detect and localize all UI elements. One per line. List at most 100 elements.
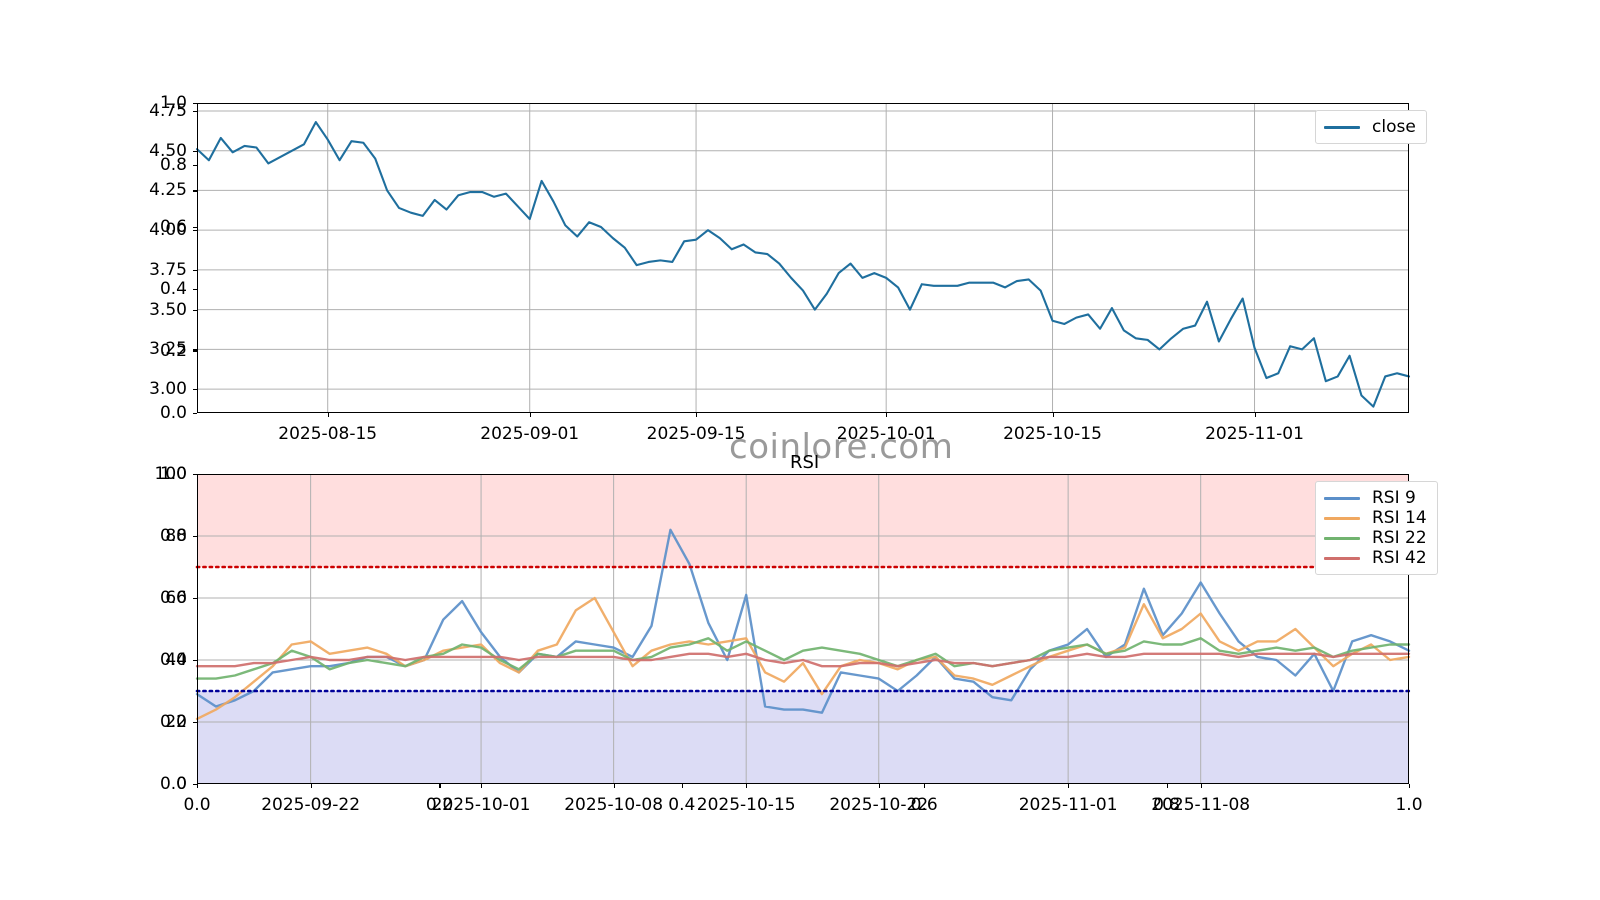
price-y-tick — [193, 389, 197, 391]
price-x-tick-label: 2025-09-15 — [646, 424, 746, 444]
price-x-tick-label: 2025-09-01 — [480, 424, 580, 444]
legend-item-label: RSI 14 — [1372, 507, 1427, 528]
price-overlay-y-tick-label: 1.0 — [159, 93, 187, 113]
price-chart-axes — [195, 103, 1411, 414]
rsi-axis-top-spine — [197, 474, 1409, 476]
legend-item-rsi-42[interactable]: RSI 42 — [1324, 548, 1427, 568]
price-overlay-y-tick — [193, 165, 197, 167]
rsi-y-tick-label: 80 — [165, 526, 187, 546]
rsi-overlay-y-tick — [193, 784, 197, 786]
rsi-overlay-x-tick — [439, 784, 441, 788]
price-overlay-y-tick-label: 0.4 — [159, 279, 187, 299]
legend-line-swatch-icon — [1324, 516, 1360, 520]
legend-item-rsi-22[interactable]: RSI 22 — [1324, 528, 1427, 548]
price-x-tick — [886, 413, 888, 417]
rsi-overlay-x-tick-label: 0.4 — [668, 795, 696, 815]
rsi-overlay-x-tick — [1409, 784, 1411, 788]
rsi-overlay-x-tick-label: 0.2 — [425, 795, 453, 815]
rsi-overlay-y-tick-label: 1.0 — [159, 464, 187, 484]
price-y-tick — [193, 110, 197, 113]
price-axis-bottom-spine — [197, 412, 1409, 414]
legend-item-label: close — [1372, 116, 1416, 137]
rsi-x-tick-label: 2025-10-08 — [564, 795, 664, 815]
rsi-x-tick-label: 2025-09-22 — [261, 795, 361, 815]
price-x-tick — [327, 413, 329, 417]
legend-item-label: RSI 22 — [1372, 527, 1427, 548]
legend-line-swatch-icon — [1324, 496, 1360, 500]
rsi-overlay-x-tick — [1166, 784, 1168, 788]
legend-line-swatch-icon — [1324, 536, 1360, 540]
rsi-overlay-x-tick — [197, 784, 199, 788]
price-axis-top-spine — [197, 103, 1409, 105]
rsi-y-tick-label: 40 — [165, 650, 187, 670]
rsi-x-tick — [746, 784, 748, 788]
price-overlay-y-tick — [193, 289, 197, 291]
rsi-overlay-y-tick-label: 0.6 — [159, 588, 187, 608]
rsi-y-tick-label: 100 — [154, 464, 187, 484]
price-x-tick-label: 2025-10-15 — [1003, 424, 1102, 444]
price-chart-legend[interactable]: close — [1315, 110, 1427, 144]
rsi-axis-left-spine — [197, 474, 199, 784]
price-y-tick-label: 4.25 — [149, 180, 187, 201]
price-y-tick-label: 3.25 — [149, 339, 187, 360]
price-overlay-y-tick — [193, 103, 197, 105]
legend-item-rsi-9[interactable]: RSI 9 — [1324, 488, 1427, 508]
rsi-x-tick — [878, 784, 880, 788]
rsi-axis-right-spine — [1408, 474, 1410, 784]
price-y-tick — [193, 150, 197, 152]
price-x-tick — [696, 413, 698, 417]
price-y-tick-label: 3.00 — [149, 379, 187, 400]
price-y-tick-label: 4.50 — [149, 140, 187, 161]
rsi-overlay-x-tick — [924, 784, 926, 788]
price-overlay-y-tick-label: 0.0 — [159, 403, 187, 423]
rsi-overlay-y-tick-label: 0.2 — [159, 712, 187, 732]
price-x-tick-label: 2025-11-01 — [1205, 424, 1304, 444]
price-overlay-y-tick — [193, 227, 197, 229]
price-y-tick — [193, 230, 197, 232]
price-plot-svg — [195, 103, 1411, 413]
price-x-tick-label: 2025-08-15 — [278, 424, 378, 444]
price-overlay-y-tick-label: 0.2 — [159, 341, 187, 361]
price-plot-background — [197, 103, 1409, 413]
rsi-x-tick-label: 2025-10-01 — [431, 795, 531, 815]
price-x-tick — [529, 413, 531, 417]
legend-line-swatch-icon — [1324, 125, 1360, 129]
legend-item-close[interactable]: close — [1324, 117, 1416, 137]
rsi-x-tick-label: 2025-10-15 — [696, 795, 796, 815]
rsi-x-tick — [1068, 784, 1070, 788]
rsi-y-tick-label: 60 — [165, 588, 187, 608]
rsi-x-tick — [310, 784, 312, 788]
price-y-tick-label: 3.75 — [149, 259, 187, 280]
rsi-overlay-x-tick-label: 0.6 — [910, 795, 938, 815]
legend-item-rsi-14[interactable]: RSI 14 — [1324, 508, 1427, 528]
legend-item-label: RSI 42 — [1372, 547, 1427, 568]
rsi-overlay-x-tick-label: 1.0 — [1395, 795, 1423, 815]
rsi-chart-legend[interactable]: RSI 9 RSI 14 RSI 22 RSI 42 — [1315, 481, 1438, 575]
rsi-y-tick-label: 20 — [165, 712, 187, 732]
rsi-x-tick — [1200, 784, 1202, 788]
price-x-tick — [1052, 413, 1054, 417]
price-y-tick-label: 3.50 — [149, 299, 187, 320]
price-y-tick — [193, 269, 197, 272]
watermark-coinlore: coinlore.com — [729, 427, 954, 467]
rsi-chart-title: RSI — [790, 452, 820, 473]
rsi-overlay-y-tick — [193, 598, 197, 600]
rsi-overlay-y-tick-label: 0.8 — [159, 526, 187, 546]
price-axis-right-spine — [1408, 103, 1410, 413]
rsi-overlay-x-tick-label: 0.0 — [183, 795, 211, 815]
rsi-plot-svg — [195, 474, 1411, 784]
rsi-axis-bottom-spine — [197, 783, 1409, 785]
price-overlay-y-tick-label: 0.6 — [159, 217, 187, 237]
rsi-x-tick-label: 2025-11-01 — [1018, 795, 1118, 815]
price-y-tick — [193, 349, 197, 351]
price-x-tick — [1254, 413, 1256, 417]
price-y-tick-label: 4.75 — [149, 100, 187, 121]
price-y-tick — [193, 190, 197, 192]
price-overlay-y-tick-label: 0.8 — [159, 155, 187, 175]
rsi-overlay-y-tick-label: 0.0 — [159, 774, 187, 794]
price-x-tick-label: 2025-10-01 — [836, 424, 936, 444]
price-y-tick-label: 4.00 — [149, 220, 187, 241]
rsi-overlay-x-tick-label: 0.8 — [1153, 795, 1181, 815]
rsi-overlay-x-tick — [681, 784, 683, 788]
